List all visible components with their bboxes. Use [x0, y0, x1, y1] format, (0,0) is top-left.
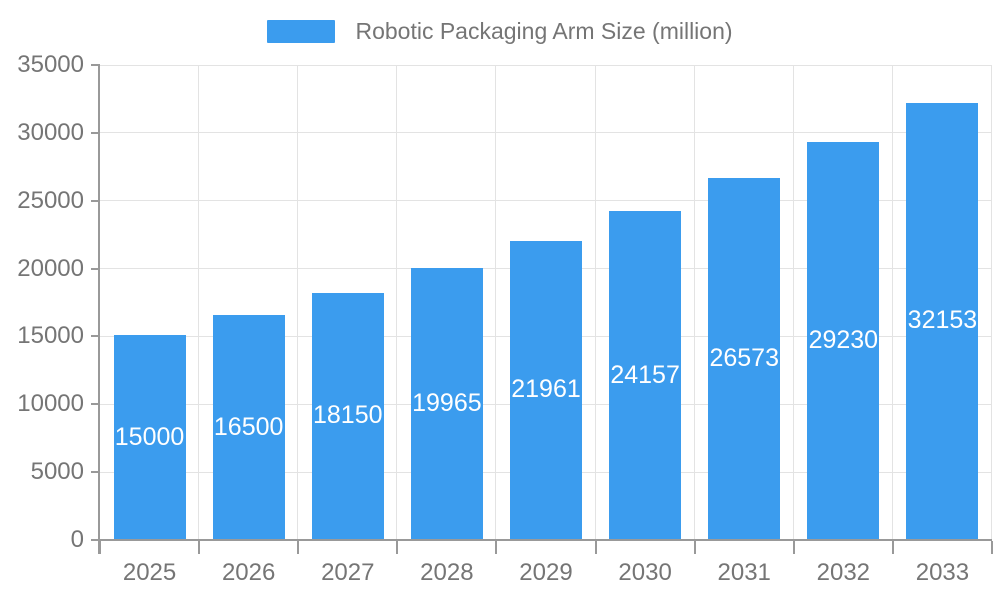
bar-data-label: 24157	[610, 360, 680, 389]
x-gridline	[991, 65, 992, 540]
y-axis-tick	[91, 539, 100, 541]
bar-data-label: 21961	[511, 375, 581, 404]
x-axis-tick-label: 2027	[321, 559, 375, 586]
y-axis-line	[98, 65, 100, 554]
bar-data-label: 15000	[114, 422, 185, 451]
y-axis-tick	[91, 403, 100, 406]
y-axis-tick	[91, 267, 100, 270]
y-axis-tick	[91, 471, 100, 474]
legend-label: Robotic Packaging Arm Size (million)	[355, 18, 733, 44]
y-axis-tick-label: 30000	[17, 118, 84, 146]
x-axis-tick	[99, 541, 101, 554]
x-axis-tick-label: 2029	[519, 559, 573, 586]
y-axis-tick	[91, 64, 100, 66]
bar-data-label: 29230	[808, 326, 879, 355]
x-axis-tick-label: 2031	[717, 559, 771, 586]
x-axis-tick-label: 2032	[816, 559, 871, 586]
bar-2025: 15000	[113, 335, 186, 539]
y-axis-tick-label: 20000	[17, 254, 84, 282]
x-axis-tick	[991, 541, 993, 554]
bar-2033: 32153	[906, 102, 979, 539]
x-gridline	[892, 65, 893, 540]
bar-2031: 26573	[708, 178, 781, 539]
x-axis-tick	[694, 541, 696, 554]
x-axis-tick	[198, 541, 200, 554]
x-axis-tick-label: 2025	[122, 559, 177, 586]
bar-data-label: 26573	[709, 344, 779, 373]
x-axis-tick	[297, 541, 299, 554]
x-axis-tick-label: 2026	[221, 559, 276, 586]
x-gridline	[694, 65, 695, 540]
x-axis-tick-label: 2028	[420, 559, 474, 586]
legend[interactable]: Robotic Packaging Arm Size (million)	[0, 18, 1000, 45]
x-axis-tick	[892, 541, 894, 554]
bar-2029: 21961	[510, 240, 582, 539]
y-axis-tick	[91, 335, 100, 338]
y-gridline	[100, 64, 992, 66]
x-gridline	[793, 65, 794, 540]
plot-area: 0 5000 10000 15000 20000 25000 30000 35000 2025 2…	[17, 52, 993, 586]
bar-2032: 29230	[807, 142, 880, 539]
bar-data-label: 32153	[907, 306, 978, 335]
bar-data-label: 18150	[313, 401, 383, 430]
bar-data-label: 16500	[213, 412, 284, 441]
x-axis-tick	[595, 541, 597, 554]
x-axis-tick	[495, 541, 497, 554]
x-axis-tick-label: 2030	[618, 559, 672, 586]
y-axis-tick-label: 5000	[30, 458, 84, 486]
bar-data-label: 19965	[412, 389, 482, 418]
x-gridline	[198, 65, 199, 540]
x-axis-tick	[396, 541, 398, 554]
legend-swatch	[267, 20, 336, 43]
x-axis-tick	[793, 541, 795, 554]
y-gridline	[100, 200, 992, 202]
x-gridline	[495, 65, 496, 540]
x-axis-line	[92, 539, 992, 541]
y-axis-tick-label: 35000	[17, 51, 84, 78]
bar-2030: 24157	[609, 211, 682, 539]
bar-2026: 16500	[212, 315, 285, 539]
bar-2028: 19965	[410, 268, 483, 539]
x-gridline	[297, 65, 298, 540]
y-axis-tick-label: 15000	[17, 322, 84, 350]
y-gridline	[100, 132, 992, 134]
y-axis-tick	[91, 131, 100, 134]
y-axis-tick-label: 25000	[17, 186, 84, 214]
x-axis-tick-label: 2033	[915, 559, 970, 586]
y-axis-tick-label: 0	[70, 526, 84, 553]
x-gridline	[595, 65, 596, 540]
bar-2027: 18150	[311, 292, 384, 539]
x-gridline	[396, 65, 397, 540]
y-axis-tick-label: 10000	[17, 390, 84, 418]
y-axis-tick	[91, 199, 100, 202]
